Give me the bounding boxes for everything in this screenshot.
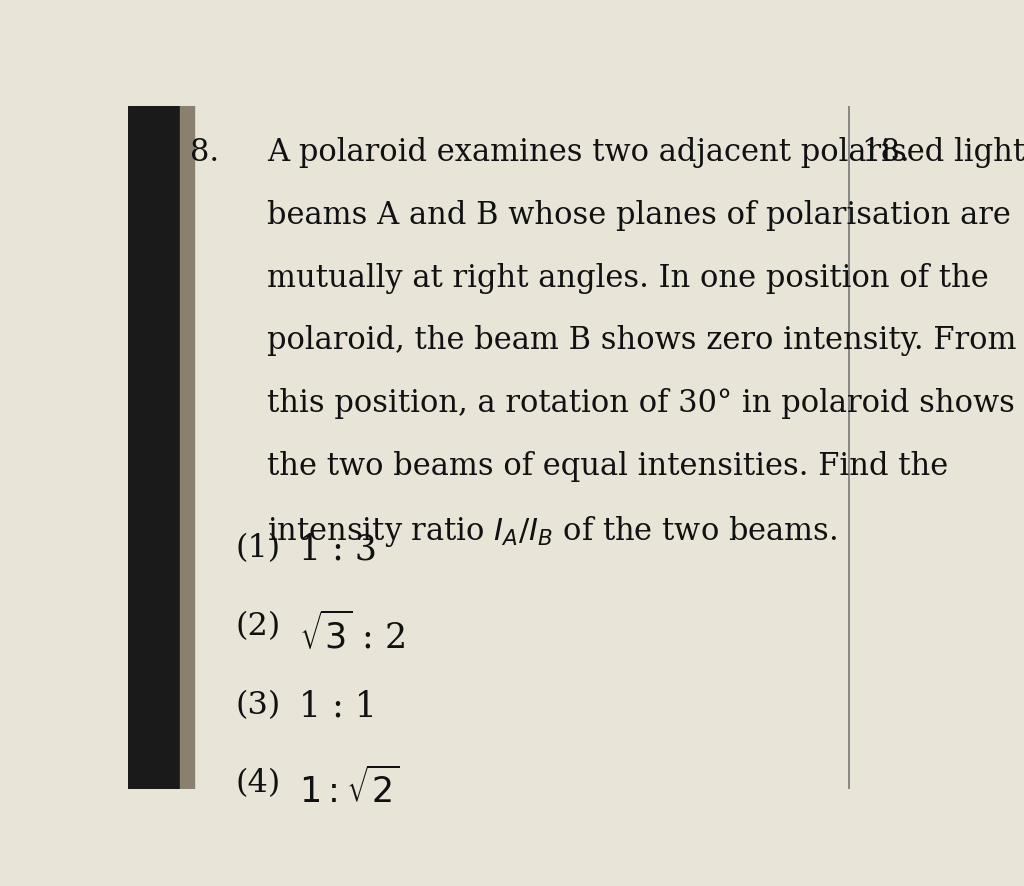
Text: (2): (2) (236, 611, 281, 642)
Text: 1 : 1: 1 : 1 (299, 689, 377, 724)
Text: $\sqrt{3}$ : 2: $\sqrt{3}$ : 2 (299, 611, 404, 655)
Text: 8.: 8. (189, 137, 219, 168)
Text: (4): (4) (236, 768, 281, 799)
Text: 18.: 18. (861, 137, 909, 168)
Text: $1 : \sqrt{2}$: $1 : \sqrt{2}$ (299, 768, 399, 811)
Text: A polaroid examines two adjacent polarised light: A polaroid examines two adjacent polaris… (267, 137, 1024, 168)
Text: mutually at right angles. In one position of the: mutually at right angles. In one positio… (267, 262, 988, 293)
Text: (3): (3) (236, 689, 281, 720)
Text: intensity ratio $I_A/I_B$ of the two beams.: intensity ratio $I_A/I_B$ of the two bea… (267, 514, 838, 548)
Text: (1): (1) (236, 532, 281, 563)
Bar (179, 106, 194, 789)
Text: polaroid, the beam B shows zero intensity. From: polaroid, the beam B shows zero intensit… (267, 325, 1017, 356)
Text: 1 : 3: 1 : 3 (299, 532, 377, 567)
Text: the two beams of equal intensities. Find the: the two beams of equal intensities. Find… (267, 451, 948, 482)
Bar (128, 106, 179, 789)
Text: beams A and B whose planes of polarisation are: beams A and B whose planes of polarisati… (267, 199, 1011, 230)
Text: this position, a rotation of 30° in polaroid shows: this position, a rotation of 30° in pola… (267, 388, 1015, 419)
